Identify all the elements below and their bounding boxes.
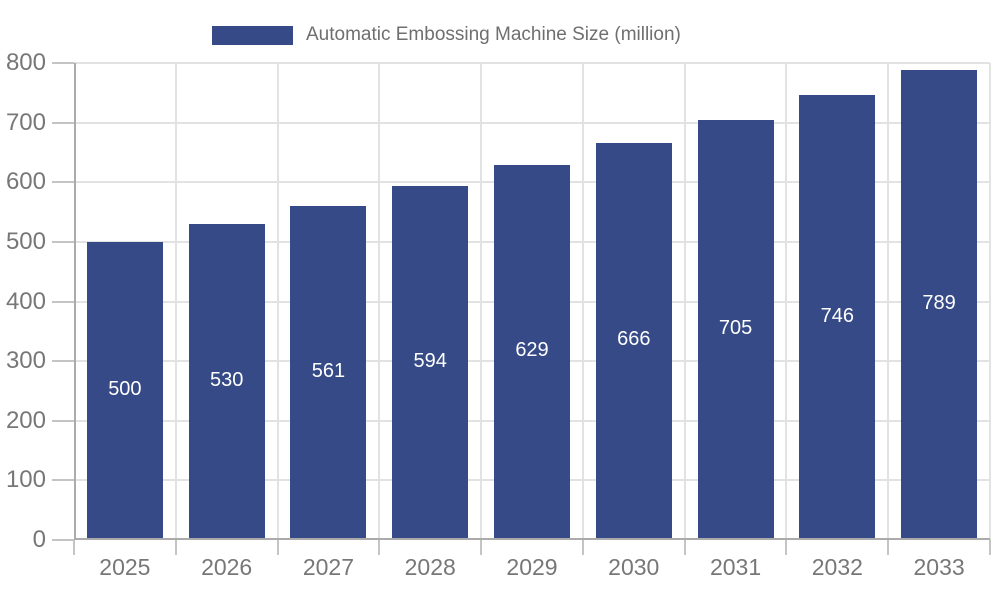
bar xyxy=(799,95,876,540)
x-axis-tick xyxy=(276,540,279,555)
bar xyxy=(697,119,774,540)
x-axis-tick xyxy=(989,540,991,555)
y-axis-tick xyxy=(52,360,74,363)
y-tick-label: 700 xyxy=(5,108,46,136)
y-axis-tick xyxy=(52,121,74,124)
x-tick-label: 2033 xyxy=(913,554,965,580)
gridline-vertical xyxy=(480,63,483,540)
gridline-vertical xyxy=(785,63,788,540)
y-axis-tick xyxy=(52,479,74,482)
bar-value-label: 666 xyxy=(617,328,651,351)
x-axis-tick xyxy=(378,540,381,555)
x-axis-tick xyxy=(73,540,75,555)
y-axis-tick xyxy=(52,62,74,64)
bar-value-label: 629 xyxy=(515,339,549,362)
x-axis-tick xyxy=(683,540,686,555)
gridline-vertical xyxy=(378,63,381,540)
gridline-vertical xyxy=(683,63,686,540)
bar xyxy=(392,185,469,540)
x-axis-line xyxy=(74,538,990,540)
gridline-vertical xyxy=(174,63,177,540)
gridline-vertical xyxy=(276,63,279,540)
y-tick-label: 500 xyxy=(5,227,46,255)
x-tick-label: 2026 xyxy=(201,554,253,580)
bar-value-label: 561 xyxy=(311,359,346,382)
x-tick-label: 2029 xyxy=(506,554,558,580)
bar xyxy=(188,224,265,540)
legend: Automatic Embossing Machine Size (millio… xyxy=(212,24,681,46)
y-axis-tick xyxy=(52,240,74,243)
bar xyxy=(595,142,672,540)
gridline-horizontal xyxy=(74,121,990,124)
y-tick-label: 400 xyxy=(5,287,46,315)
y-tick-label: 300 xyxy=(5,347,46,375)
x-tick-label: 2031 xyxy=(709,554,762,580)
legend-swatch xyxy=(212,25,293,45)
gridline-vertical xyxy=(887,63,890,540)
y-axis-tick xyxy=(52,419,74,422)
plot-area: 0 100 200 300 400 500 600 700 800 500 2025 530 2026 5… xyxy=(6,49,991,580)
x-axis-tick xyxy=(785,540,788,555)
gridline-vertical xyxy=(581,63,584,540)
y-axis-tick xyxy=(52,181,74,184)
x-axis-tick xyxy=(581,540,584,555)
bar xyxy=(494,164,570,540)
bar-value-label: 789 xyxy=(922,291,956,314)
x-tick-label: 2032 xyxy=(811,554,863,580)
x-axis-tick xyxy=(480,540,483,555)
bar-value-label: 530 xyxy=(209,368,244,391)
legend-label: Automatic Embossing Machine Size (millio… xyxy=(306,24,681,45)
y-axis-tick xyxy=(52,300,74,303)
gridline-vertical xyxy=(989,63,991,540)
bar-value-label: 594 xyxy=(413,349,447,372)
y-axis-tick xyxy=(52,539,74,541)
gridline-horizontal xyxy=(74,62,990,64)
x-tick-label: 2027 xyxy=(302,554,355,580)
x-axis-tick xyxy=(174,540,177,555)
bar xyxy=(86,241,163,540)
x-tick-label: 2030 xyxy=(608,554,660,580)
y-tick-label: 800 xyxy=(5,49,46,76)
bar xyxy=(290,205,367,540)
bar-value-label: 705 xyxy=(718,316,753,339)
x-axis-tick xyxy=(887,540,890,555)
x-tick-label: 2025 xyxy=(99,554,151,580)
bar xyxy=(901,69,978,540)
y-tick-label: 600 xyxy=(5,168,46,196)
y-tick-label: 0 xyxy=(32,526,46,553)
bar-value-label: 746 xyxy=(820,304,855,327)
y-tick-label: 200 xyxy=(5,406,46,434)
y-axis-line xyxy=(74,63,76,540)
bar-value-label: 500 xyxy=(108,377,142,400)
x-tick-label: 2028 xyxy=(404,554,456,580)
y-tick-label: 100 xyxy=(5,466,46,494)
